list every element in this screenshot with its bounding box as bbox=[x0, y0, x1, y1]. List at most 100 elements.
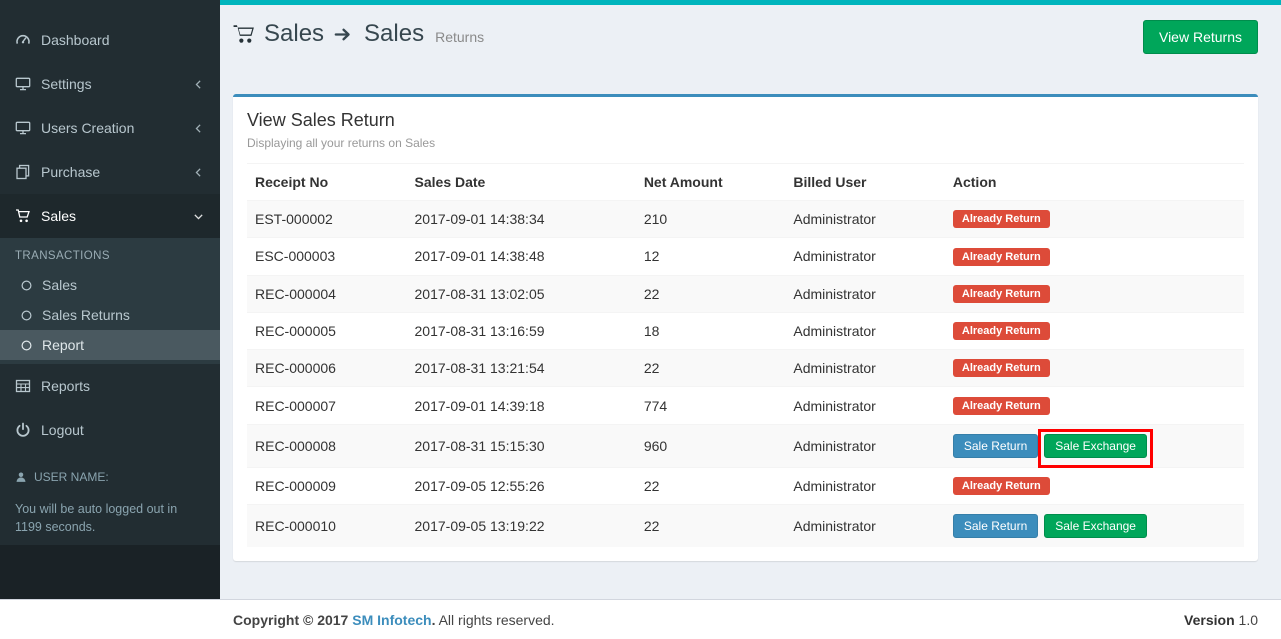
copy-icon bbox=[15, 164, 31, 180]
user-name-label-row: USER NAME: bbox=[15, 470, 205, 484]
table-row: REC-000007 2017-09-01 14:39:18 774 Admin… bbox=[247, 386, 1244, 425]
sale-return-button[interactable]: Sale Return bbox=[952, 514, 1039, 539]
sidebar-item-label: Reports bbox=[41, 378, 91, 394]
billed-user-cell: Administrator bbox=[785, 274, 945, 313]
sales-date-cell: 2017-08-31 13:02:05 bbox=[406, 274, 636, 313]
receipt-no-cell: REC-000005 bbox=[247, 311, 407, 350]
sidebar-item-label: Purchase bbox=[41, 164, 101, 180]
table-row: EST-000002 2017-09-01 14:38:34 210 Admin… bbox=[247, 199, 1244, 238]
monitor-icon bbox=[15, 76, 31, 92]
view-returns-button[interactable]: View Returns bbox=[1142, 20, 1258, 54]
already-return-badge: Already Return bbox=[952, 247, 1050, 266]
company-link[interactable]: SM Infotech bbox=[352, 611, 432, 628]
column-header-receipt-no: Receipt No bbox=[247, 163, 407, 201]
sale-exchange-button[interactable]: Sale Exchange bbox=[1038, 428, 1153, 468]
arrow-right-icon bbox=[334, 27, 354, 42]
chevron-down-icon bbox=[192, 210, 205, 223]
receipt-no-cell: REC-000007 bbox=[247, 386, 407, 425]
column-header-action: Action bbox=[944, 163, 1244, 201]
sales-returns-table: Receipt No Sales Date Net Amount Billed … bbox=[247, 163, 1244, 548]
cart-icon bbox=[15, 208, 31, 224]
already-return-badge: Already Return bbox=[952, 477, 1050, 496]
transactions-header: TRANSACTIONS bbox=[15, 250, 110, 262]
page-title: Sales Sales Returns bbox=[233, 20, 484, 48]
breadcrumb-page-small: Returns bbox=[435, 29, 485, 45]
sidebar-subitem-sales-returns[interactable]: Sales Returns bbox=[0, 300, 220, 330]
receipt-no-cell: REC-000004 bbox=[247, 274, 407, 313]
power-icon bbox=[15, 422, 31, 438]
copyright-text: Copyright © 2017 SM Infotech. All rights… bbox=[233, 612, 555, 628]
sale-exchange-button[interactable]: Sale Exchange bbox=[1044, 514, 1147, 539]
chevron-left-icon bbox=[192, 122, 205, 135]
sidebar-item-logout[interactable]: Logout bbox=[0, 408, 220, 452]
sidebar-item-settings[interactable]: Settings bbox=[0, 62, 220, 106]
sidebar-subitem-label: Report bbox=[42, 337, 85, 353]
sidebar-item-purchase[interactable]: Purchase bbox=[0, 150, 220, 194]
sales-date-cell: 2017-08-31 13:16:59 bbox=[406, 311, 636, 350]
action-cell: Already Return bbox=[944, 237, 1244, 276]
page-header: Sales Sales Returns View Returns bbox=[233, 20, 1258, 54]
billed-user-cell: Administrator bbox=[785, 423, 945, 468]
net-amount-cell: 774 bbox=[635, 386, 786, 425]
sidebar-item-dashboard[interactable]: Dashboard bbox=[0, 18, 220, 62]
table-row: REC-000010 2017-09-05 13:19:22 22 Admini… bbox=[247, 504, 1244, 548]
receipt-no-cell: REC-000006 bbox=[247, 349, 407, 387]
circle-icon bbox=[20, 309, 33, 322]
monitor-icon bbox=[15, 120, 31, 136]
sidebar-item-label: Sales bbox=[41, 208, 77, 224]
sales-date-cell: 2017-09-01 14:39:18 bbox=[406, 386, 636, 425]
action-cell: Sale Return Sale Exchange bbox=[944, 504, 1244, 548]
sale-return-button[interactable]: Sale Return bbox=[952, 433, 1039, 458]
action-cell: Already Return bbox=[944, 311, 1244, 350]
table-header-row: Receipt No Sales Date Net Amount Billed … bbox=[247, 163, 1244, 201]
sidebar-subitem-label: Sales bbox=[42, 277, 78, 293]
sidebar-footer-space bbox=[0, 545, 220, 599]
sales-return-card: View Sales Return Displaying all your re… bbox=[233, 94, 1258, 562]
sidebar-item-label: Logout bbox=[41, 422, 84, 438]
table-row: REC-000006 2017-08-31 13:21:54 22 Admini… bbox=[247, 349, 1244, 387]
auto-logout-notice: You will be auto logged out in 1199 seco… bbox=[15, 502, 178, 535]
copyright-dot: . bbox=[431, 611, 436, 628]
sidebar-subitem-sales[interactable]: Sales bbox=[0, 270, 220, 300]
circle-icon bbox=[20, 279, 33, 292]
sales-date-cell: 2017-09-01 14:38:48 bbox=[406, 237, 636, 276]
circle-icon bbox=[20, 339, 33, 352]
sidebar-subitem-label: Sales Returns bbox=[42, 307, 130, 323]
net-amount-cell: 18 bbox=[635, 311, 786, 350]
sales-date-cell: 2017-08-31 13:21:54 bbox=[406, 349, 636, 387]
billed-user-cell: Administrator bbox=[785, 311, 945, 350]
dashboard-icon bbox=[15, 32, 31, 48]
sales-date-cell: 2017-09-05 13:19:22 bbox=[406, 504, 636, 548]
receipt-no-cell: ESC-000003 bbox=[247, 237, 407, 276]
sidebar-item-label: Dashboard bbox=[41, 32, 110, 48]
sidebar-item-users-creation[interactable]: Users Creation bbox=[0, 106, 220, 150]
sales-submenu: TRANSACTIONS Sales Sales Returns bbox=[0, 238, 220, 364]
already-return-badge: Already Return bbox=[952, 284, 1050, 303]
user-icon bbox=[15, 471, 27, 483]
card-title: View Sales Return bbox=[247, 110, 395, 130]
card-subtitle: Displaying all your returns on Sales bbox=[247, 136, 436, 150]
sidebar-subitem-report[interactable]: Report bbox=[0, 330, 220, 360]
receipt-no-cell: REC-000009 bbox=[247, 466, 407, 505]
user-name-label: USER NAME: bbox=[34, 470, 109, 484]
action-cell: Already Return bbox=[944, 386, 1244, 425]
billed-user-cell: Administrator bbox=[785, 237, 945, 276]
action-cell: Already Return bbox=[944, 199, 1244, 238]
table-row: REC-000008 2017-08-31 15:15:30 960 Admin… bbox=[247, 423, 1244, 468]
main-content: Sales Sales Returns View Returns View Sa… bbox=[220, 0, 1281, 562]
breadcrumb-section: Sales bbox=[264, 20, 325, 47]
billed-user-cell: Administrator bbox=[785, 349, 945, 387]
breadcrumb-page: Sales bbox=[364, 20, 425, 47]
table-row: REC-000004 2017-08-31 13:02:05 22 Admini… bbox=[247, 274, 1244, 313]
table-row: ESC-000003 2017-09-01 14:38:48 12 Admini… bbox=[247, 237, 1244, 276]
sales-date-cell: 2017-09-05 12:55:26 bbox=[406, 466, 636, 505]
top-accent-bar bbox=[220, 0, 1281, 5]
net-amount-cell: 210 bbox=[635, 199, 786, 238]
copyright-bold: Copyright © 2017 bbox=[233, 611, 349, 628]
sales-returns-table-body: EST-000002 2017-09-01 14:38:34 210 Admin… bbox=[247, 199, 1244, 548]
sidebar-item-reports[interactable]: Reports bbox=[0, 364, 220, 408]
net-amount-cell: 12 bbox=[635, 237, 786, 276]
sidebar-nav: Dashboard Settings Users Creation bbox=[0, 0, 220, 536]
sidebar-item-sales[interactable]: Sales bbox=[0, 194, 220, 238]
